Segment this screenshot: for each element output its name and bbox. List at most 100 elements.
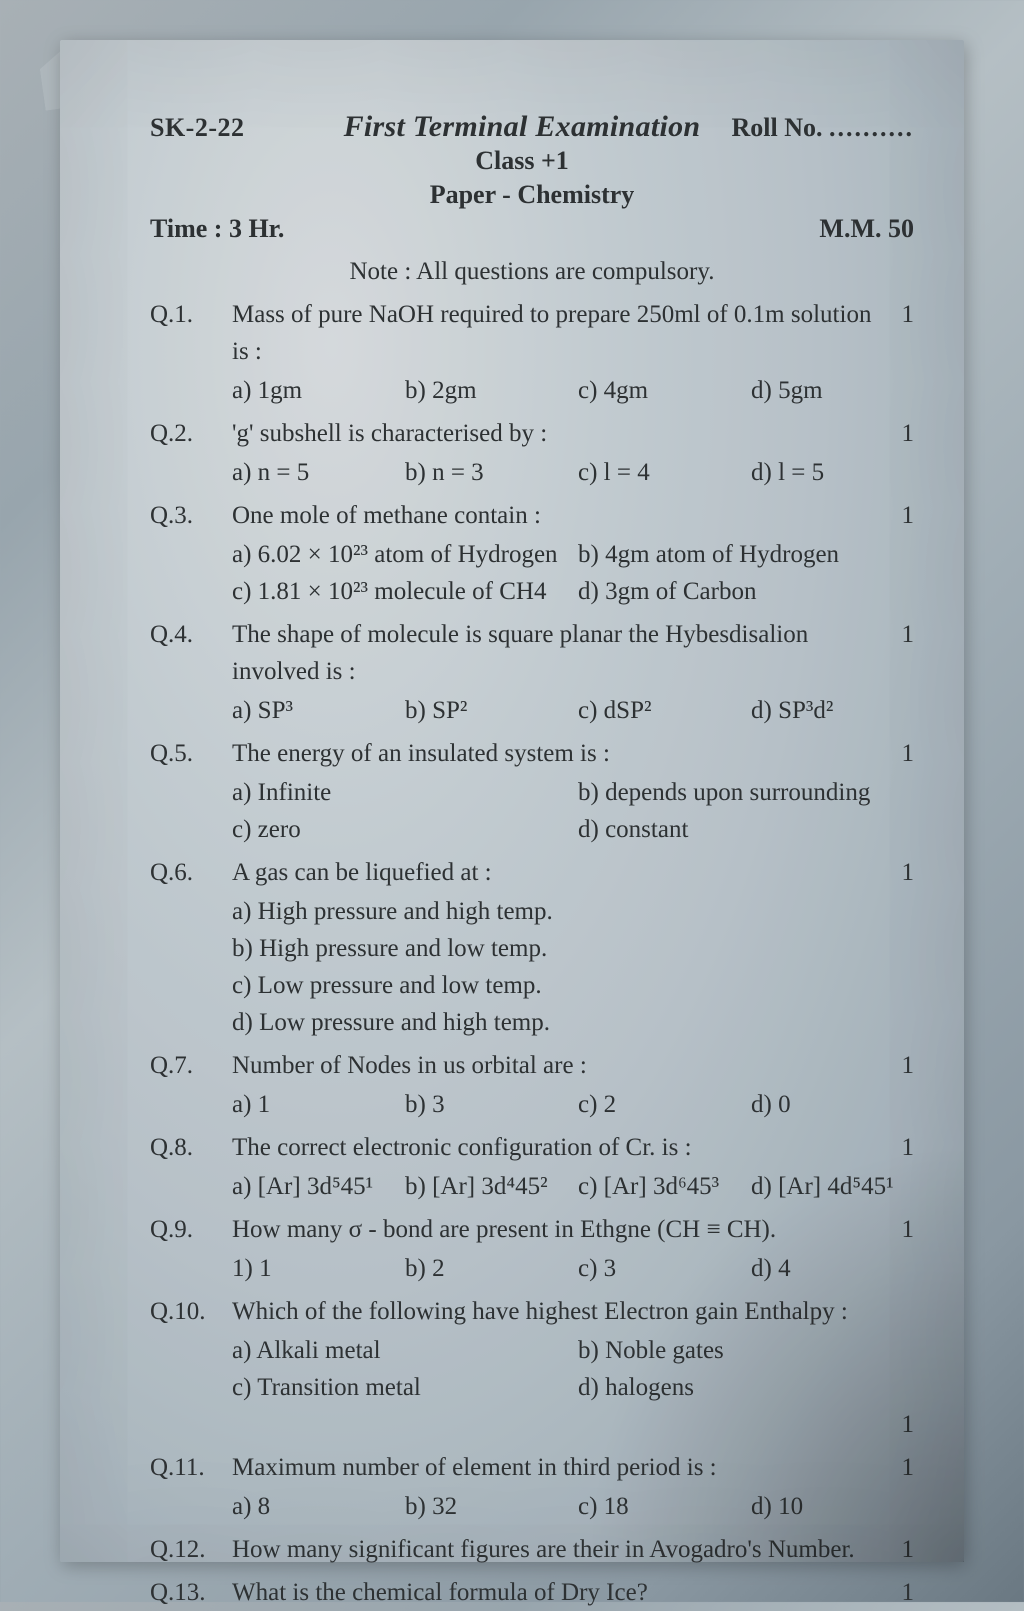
option: b) 32 xyxy=(405,1488,568,1525)
option: a) 1gm xyxy=(232,372,395,409)
question: Q.7.Number of Nodes in us orbital are :1… xyxy=(150,1047,914,1123)
question: Q.13.What is the chemical formula of Dry… xyxy=(150,1574,914,1611)
question-number: Q.3. xyxy=(150,497,232,610)
option: c) zero xyxy=(232,811,568,848)
option: d) halogens xyxy=(578,1369,914,1406)
option: c) Transition metal xyxy=(232,1369,568,1406)
question: Q.3.One mole of methane contain :1a) 6.0… xyxy=(150,497,914,610)
question-stem: The shape of molecule is square planar t… xyxy=(232,616,914,690)
question-stem: How many σ - bond are present in Ethgne … xyxy=(232,1211,914,1248)
option: b) 3 xyxy=(405,1086,568,1123)
question-number: Q.1. xyxy=(150,296,232,409)
exam-paper: SK-2-22 First Terminal Examination Class… xyxy=(60,40,964,1562)
question-marks: 1 xyxy=(902,497,915,534)
question-number: Q.11. xyxy=(150,1449,232,1525)
question-stem: What is the chemical formula of Dry Ice? xyxy=(232,1574,914,1611)
option: d) [Ar] 4d⁵45¹ xyxy=(751,1168,914,1205)
options-row: a) 8b) 32c) 18d) 10 xyxy=(232,1488,914,1525)
roll-no: Roll No. .......... xyxy=(714,113,914,143)
question-stem: The energy of an insulated system is : xyxy=(232,735,914,772)
option: d) SP³d² xyxy=(751,692,914,729)
option: d) constant xyxy=(578,811,914,848)
time-allowed: Time : 3 Hr. xyxy=(150,214,284,244)
question-marks: 1 xyxy=(902,415,915,452)
question-number: Q.9. xyxy=(150,1211,232,1287)
question: Q.6.A gas can be liquefied at :1a) High … xyxy=(150,854,914,1041)
question-stem: Mass of pure NaOH required to prepare 25… xyxy=(232,296,914,370)
option: c) dSP² xyxy=(578,692,741,729)
question-stem: Maximum number of element in third perio… xyxy=(232,1449,914,1486)
option: c) l = 4 xyxy=(578,454,741,491)
options-row: a) High pressure and high temp.b) High p… xyxy=(232,893,914,1041)
question-stem: One mole of methane contain : xyxy=(232,497,914,534)
question-number: Q.7. xyxy=(150,1047,232,1123)
question-stem: A gas can be liquefied at : xyxy=(232,854,914,891)
option: d) l = 5 xyxy=(751,454,914,491)
question-number: Q.2. xyxy=(150,415,232,491)
question-body: Which of the following have highest Elec… xyxy=(232,1293,914,1443)
question-stem: The correct electronic configuration of … xyxy=(232,1129,914,1166)
question-number: Q.12. xyxy=(150,1531,232,1568)
question-number: Q.4. xyxy=(150,616,232,729)
question-marks: 1 xyxy=(902,735,915,772)
option: a) High pressure and high temp. xyxy=(232,893,914,930)
option: b) High pressure and low temp. xyxy=(232,930,914,967)
paper-code: SK-2-22 xyxy=(150,113,330,143)
question-marks: 1 xyxy=(902,1047,915,1084)
options-row: a) Alkali metal b) Noble gates c) Transiti… xyxy=(232,1332,914,1406)
title-block: First Terminal Examination Class +1 xyxy=(330,110,714,176)
option: a) 6.02 × 10²³ atom of Hydrogen xyxy=(232,536,568,573)
option: b) [Ar] 3d⁴45² xyxy=(405,1168,568,1205)
question-marks: 1 xyxy=(232,1406,914,1443)
options-row: a) 1gmb) 2gmc) 4gmd) 5gm xyxy=(232,372,914,409)
questions-container: Q.1.Mass of pure NaOH required to prepar… xyxy=(150,296,914,1611)
options-row: a) 1b) 3c) 2d) 0 xyxy=(232,1086,914,1123)
question: Q.2.'g' subshell is characterised by :1a… xyxy=(150,415,914,491)
option: a) Alkali metal xyxy=(232,1332,568,1369)
question-marks: 1 xyxy=(902,1129,915,1166)
option: 1) 1 xyxy=(232,1250,395,1287)
question-body: A gas can be liquefied at :1a) High pres… xyxy=(232,854,914,1041)
question-body: The correct electronic configuration of … xyxy=(232,1129,914,1205)
question: Q.12.How many significant figures are th… xyxy=(150,1531,914,1568)
question-body: Number of Nodes in us orbital are :1a) 1… xyxy=(232,1047,914,1123)
paper-subject: Paper - Chemistry xyxy=(150,180,914,210)
question-marks: 1 xyxy=(902,616,915,653)
option: b) 4gm atom of Hydrogen xyxy=(578,536,914,573)
question-marks: 1 xyxy=(902,1574,915,1611)
question-body: What is the chemical formula of Dry Ice?… xyxy=(232,1574,914,1611)
options-row: a) 6.02 × 10²³ atom of Hydrogen b) 4gm at… xyxy=(232,536,914,610)
question-number: Q.10. xyxy=(150,1293,232,1443)
option: d) Low pressure and high temp. xyxy=(232,1004,914,1041)
question: Q.9.How many σ - bond are present in Eth… xyxy=(150,1211,914,1287)
option: c) 4gm xyxy=(578,372,741,409)
option: c) [Ar] 3d⁶45³ xyxy=(578,1168,741,1205)
question-marks: 1 xyxy=(902,1449,915,1486)
option: b) n = 3 xyxy=(405,454,568,491)
question-body: 'g' subshell is characterised by :1a) n … xyxy=(232,415,914,491)
roll-dots: .......... xyxy=(829,113,914,142)
question-stem: Number of Nodes in us orbital are : xyxy=(232,1047,914,1084)
question-body: The energy of an insulated system is :1a… xyxy=(232,735,914,848)
class-line: Class +1 xyxy=(330,146,714,176)
roll-label: Roll No. xyxy=(732,113,823,142)
options-row: a) n = 5b) n = 3c) l = 4d) l = 5 xyxy=(232,454,914,491)
option: d) 0 xyxy=(751,1086,914,1123)
question-number: Q.6. xyxy=(150,854,232,1041)
option: b) 2 xyxy=(405,1250,568,1287)
question: Q.5.The energy of an insulated system is… xyxy=(150,735,914,848)
option: a) 8 xyxy=(232,1488,395,1525)
option: b) Noble gates xyxy=(578,1332,914,1369)
option: c) Low pressure and low temp. xyxy=(232,967,914,1004)
question-body: The shape of molecule is square planar t… xyxy=(232,616,914,729)
option: d) 10 xyxy=(751,1488,914,1525)
question-number: Q.5. xyxy=(150,735,232,848)
option: c) 2 xyxy=(578,1086,741,1123)
question-body: Maximum number of element in third perio… xyxy=(232,1449,914,1525)
option: b) 2gm xyxy=(405,372,568,409)
question-stem: Which of the following have highest Elec… xyxy=(232,1293,914,1330)
header-row-2: Time : 3 Hr. M.M. 50 xyxy=(150,214,914,244)
question-number: Q.8. xyxy=(150,1129,232,1205)
question-number: Q.13. xyxy=(150,1574,232,1611)
max-marks: M.M. 50 xyxy=(819,214,914,244)
